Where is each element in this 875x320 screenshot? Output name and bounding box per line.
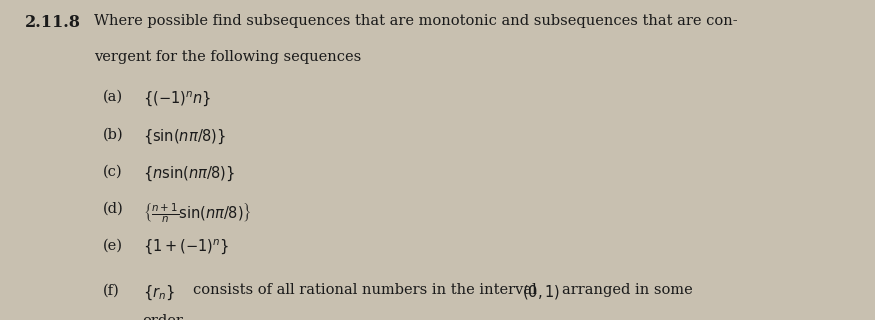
Text: $\{r_n\}$: $\{r_n\}$: [143, 283, 174, 302]
Text: (b): (b): [103, 128, 124, 142]
Text: arranged in some: arranged in some: [562, 283, 692, 297]
Text: (d): (d): [103, 202, 124, 216]
Text: $\left\{\frac{n+1}{n}\sin(n\pi/8)\right\}$: $\left\{\frac{n+1}{n}\sin(n\pi/8)\right\…: [143, 202, 251, 225]
Text: consists of all rational numbers in the interval: consists of all rational numbers in the …: [193, 283, 537, 297]
Text: $\{(-1)^{n}n\}$: $\{(-1)^{n}n\}$: [143, 90, 211, 108]
Text: vergent for the following sequences: vergent for the following sequences: [94, 50, 361, 64]
Text: order.: order.: [143, 314, 186, 320]
Text: (e): (e): [103, 238, 123, 252]
Text: (f): (f): [103, 283, 120, 297]
Text: (a): (a): [103, 90, 123, 104]
Text: $\{n\sin(n\pi/8)\}$: $\{n\sin(n\pi/8)\}$: [143, 165, 234, 183]
Text: (c): (c): [103, 165, 123, 179]
Text: $\{\sin(n\pi/8)\}$: $\{\sin(n\pi/8)\}$: [143, 128, 226, 147]
Text: 2.11.8: 2.11.8: [24, 14, 80, 31]
Text: $(0,1)$: $(0,1)$: [522, 283, 560, 301]
Text: $\{1+(-1)^{n}\}$: $\{1+(-1)^{n}\}$: [143, 238, 229, 257]
Text: Where possible find subsequences that are monotonic and subsequences that are co: Where possible find subsequences that ar…: [94, 14, 738, 28]
